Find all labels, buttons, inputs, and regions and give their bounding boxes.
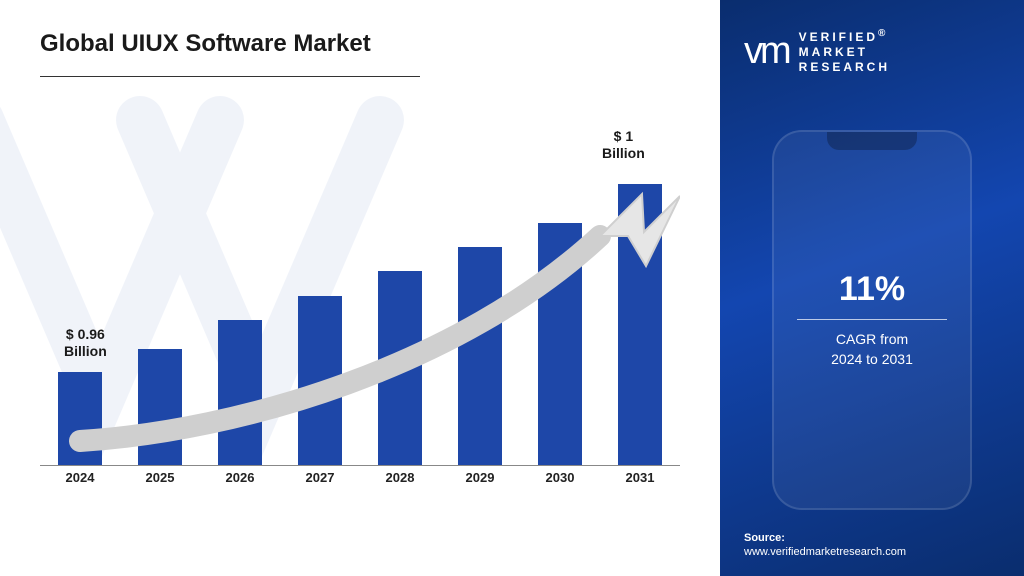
bar	[378, 271, 422, 465]
x-tick-label: 2025	[130, 470, 190, 496]
source-citation: Source: www.verifiedmarketresearch.com	[744, 532, 906, 558]
bar	[618, 184, 662, 465]
left-panel: Global UIUX Software Market $ 0.96Billio…	[0, 0, 720, 576]
x-tick-label: 2031	[610, 470, 670, 496]
x-tick-label: 2027	[290, 470, 350, 496]
bar-chart: $ 0.96Billion $ 1Billion 202420252026202…	[40, 156, 680, 536]
bar-col	[290, 296, 350, 465]
bar	[58, 372, 102, 465]
cagr-divider	[797, 319, 947, 320]
logo-mark-icon: vm	[744, 36, 789, 66]
source-url: www.verifiedmarketresearch.com	[744, 546, 906, 558]
page-title: Global UIUX Software Market	[40, 30, 700, 58]
bars-container	[40, 156, 680, 466]
x-tick-label: 2026	[210, 470, 270, 496]
x-tick-label: 2024	[50, 470, 110, 496]
cagr-block: 11% CAGR from2024 to 2031	[720, 270, 1024, 369]
logo-text: VERIFIED® MARKET RESEARCH	[799, 28, 890, 75]
bar-col	[450, 247, 510, 465]
bar	[298, 296, 342, 465]
source-label: Source:	[744, 532, 906, 544]
right-panel: vm VERIFIED® MARKET RESEARCH 11% CAGR fr…	[720, 0, 1024, 576]
bar	[138, 349, 182, 465]
x-tick-label: 2029	[450, 470, 510, 496]
bar-col	[130, 349, 190, 465]
x-tick-label: 2030	[530, 470, 590, 496]
bar	[218, 320, 262, 465]
bar-col	[50, 372, 110, 465]
title-underline	[40, 76, 420, 77]
x-tick-label: 2028	[370, 470, 430, 496]
x-axis-labels: 2024 2025 2026 2027 2028 2029 2030 2031	[40, 470, 680, 496]
bar-col	[370, 271, 430, 465]
bar-col	[610, 184, 670, 465]
bar	[458, 247, 502, 465]
brand-logo: vm VERIFIED® MARKET RESEARCH	[744, 28, 1000, 75]
bar-col	[210, 320, 270, 465]
bar	[538, 223, 582, 465]
bar-col	[530, 223, 590, 465]
cagr-subtitle: CAGR from2024 to 2031	[720, 330, 1024, 369]
cagr-percent: 11%	[720, 270, 1024, 309]
